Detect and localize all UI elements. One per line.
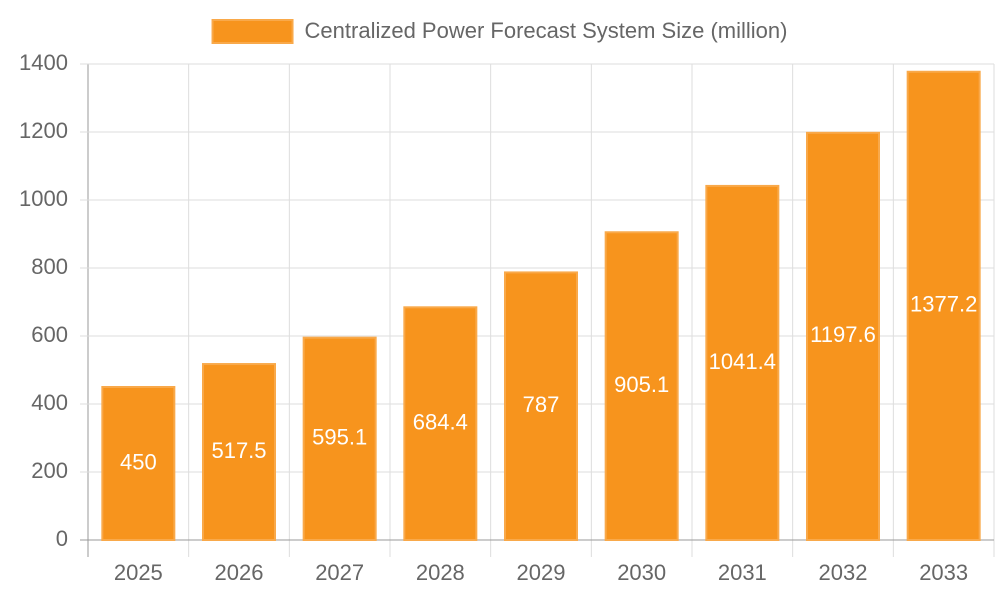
data-label: 905.1 [614,372,669,397]
bar [403,306,478,541]
data-label: 684.4 [413,409,468,434]
x-tick-label: 2031 [718,560,767,585]
x-tick-label: 2026 [215,560,264,585]
bar [604,231,679,542]
y-tick-label: 0 [56,526,68,551]
y-tick-label: 1200 [19,118,68,143]
y-tick-label: 600 [31,322,68,347]
bar [806,131,880,541]
bar [705,184,780,541]
x-tick-label: 2025 [114,560,163,585]
y-tick-label: 400 [31,390,68,415]
y-tick-label: 200 [31,458,68,483]
data-label: 595.1 [312,425,367,450]
x-tick-label: 2028 [416,560,465,585]
bar [101,386,176,541]
bar [202,363,276,541]
bar [906,70,981,541]
data-label: 517.5 [211,438,266,463]
x-tick-label: 2033 [919,560,968,585]
data-label: 1377.2 [910,292,977,317]
data-label: 1041.4 [709,349,776,374]
bar [504,271,578,541]
bar [302,336,377,541]
x-tick-label: 2030 [617,560,666,585]
x-tick-label: 2027 [315,560,364,585]
data-label: 1197.6 [810,322,876,347]
legend-label: Centralized Power Forecast System Size (… [305,18,788,43]
x-tick-label: 2029 [517,560,566,585]
x-tick-label: 2032 [819,560,868,585]
y-tick-label: 1400 [19,50,68,75]
legend-swatch [211,19,294,44]
y-tick-label: 1000 [19,186,68,211]
data-label: 450 [120,449,157,474]
y-tick-label: 800 [31,254,68,279]
data-label: 787 [523,392,560,417]
